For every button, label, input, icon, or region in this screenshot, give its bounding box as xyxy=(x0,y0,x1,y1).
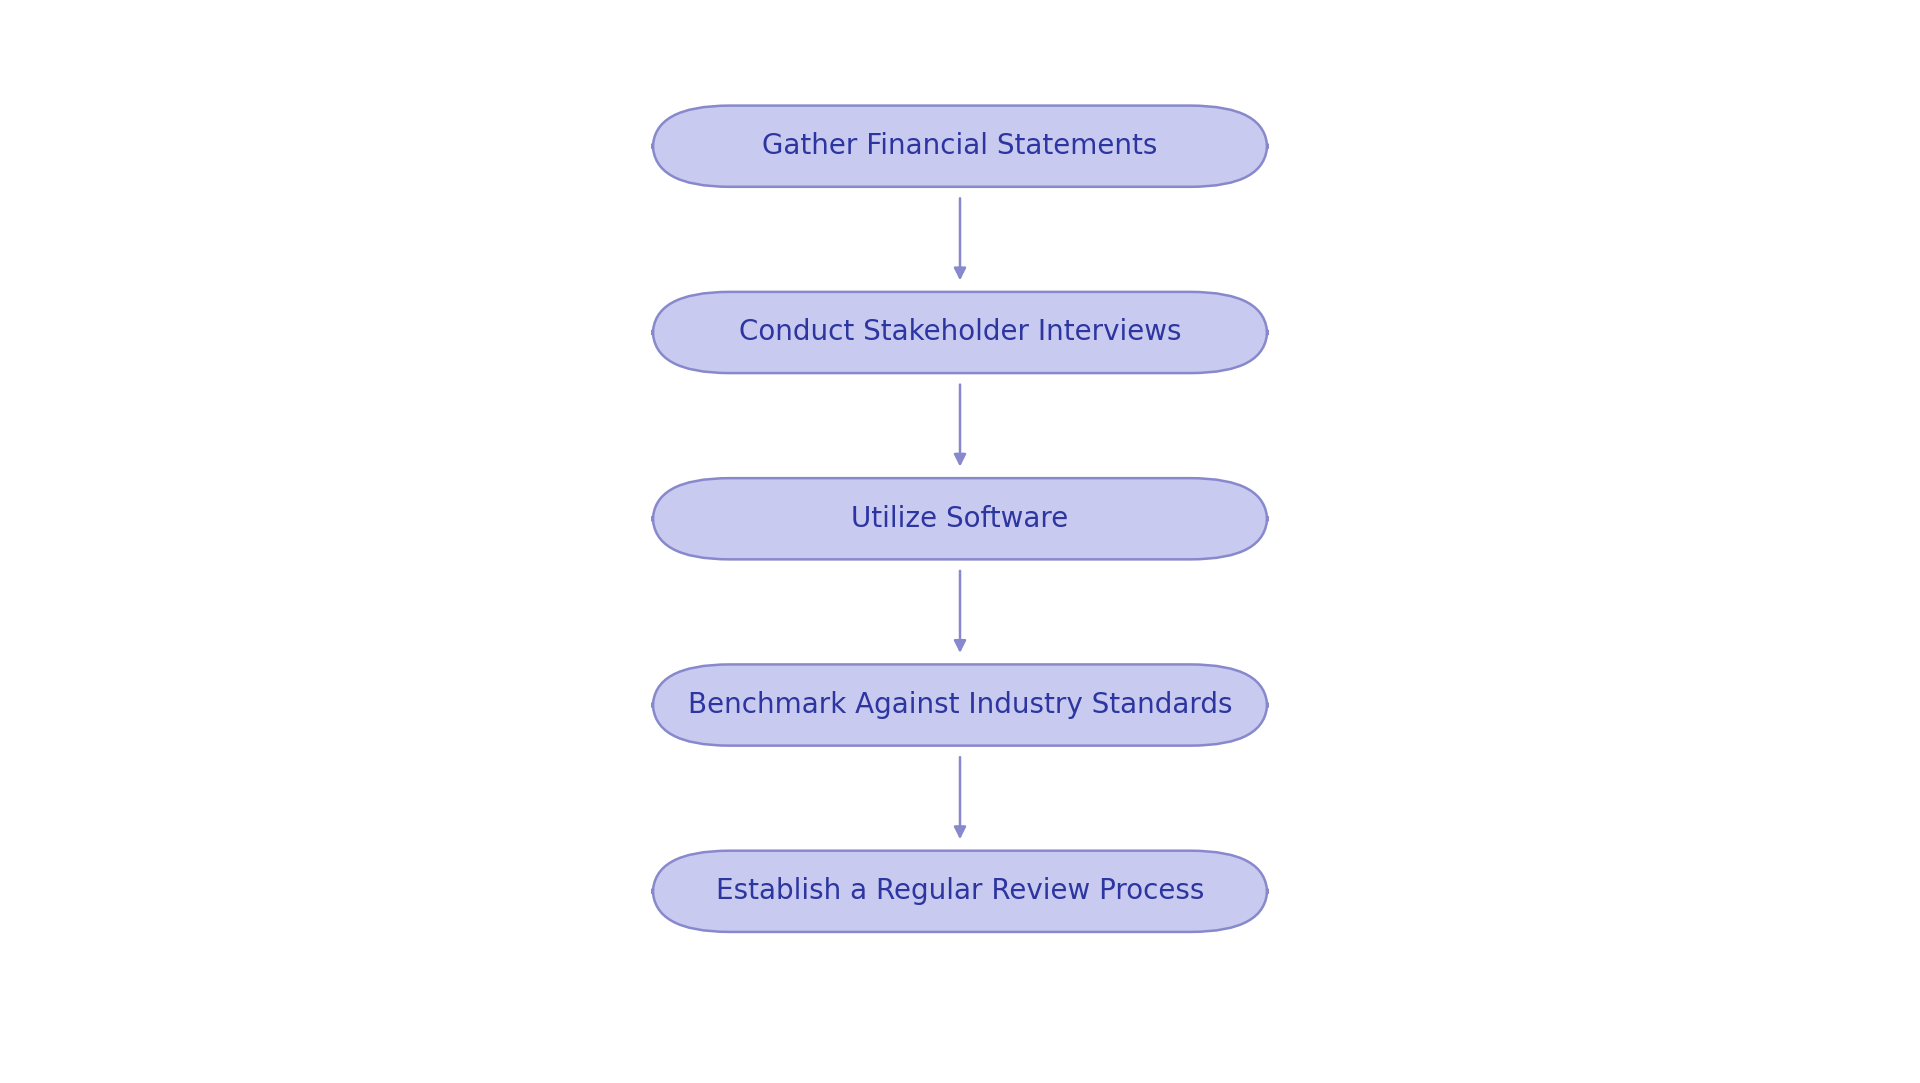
Text: Benchmark Against Industry Standards: Benchmark Against Industry Standards xyxy=(687,691,1233,719)
FancyBboxPatch shape xyxy=(653,851,1267,931)
FancyBboxPatch shape xyxy=(653,665,1267,746)
Text: Gather Financial Statements: Gather Financial Statements xyxy=(762,132,1158,160)
FancyBboxPatch shape xyxy=(653,106,1267,186)
Text: Utilize Software: Utilize Software xyxy=(851,505,1069,533)
Text: Establish a Regular Review Process: Establish a Regular Review Process xyxy=(716,877,1204,905)
FancyBboxPatch shape xyxy=(653,479,1267,559)
FancyBboxPatch shape xyxy=(653,291,1267,373)
Text: Conduct Stakeholder Interviews: Conduct Stakeholder Interviews xyxy=(739,318,1181,347)
